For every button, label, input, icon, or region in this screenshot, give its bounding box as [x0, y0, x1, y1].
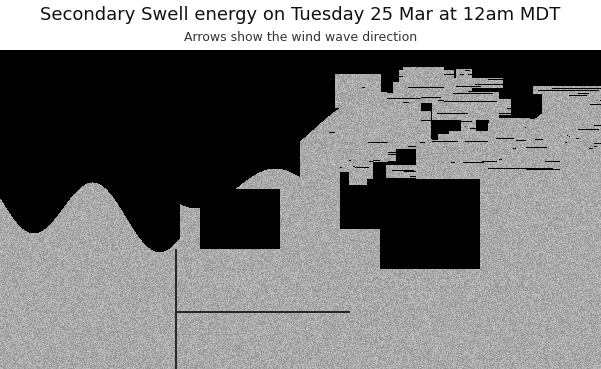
- Text: Arrows show the wind wave direction: Arrows show the wind wave direction: [184, 31, 417, 44]
- Text: Secondary Swell energy on Tuesday 25 Mar at 12am MDT: Secondary Swell energy on Tuesday 25 Mar…: [40, 6, 561, 24]
